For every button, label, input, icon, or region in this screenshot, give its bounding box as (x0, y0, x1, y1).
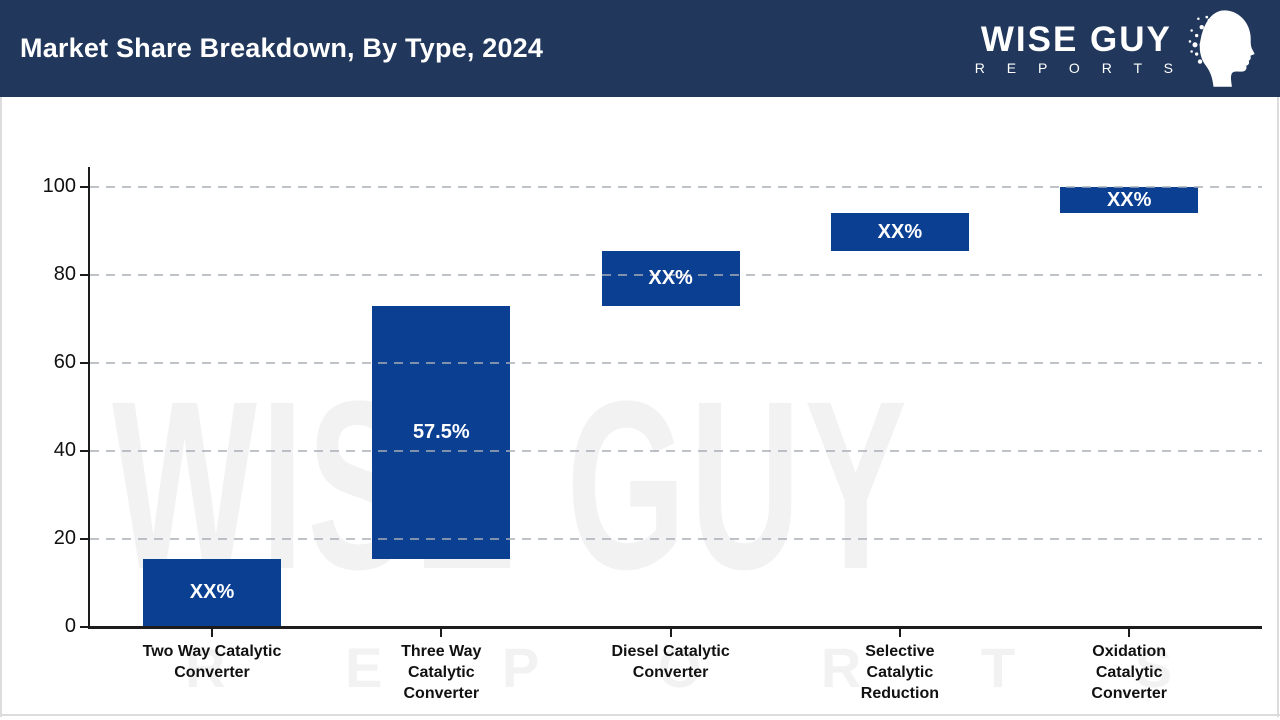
panel-border-bottom (0, 714, 1280, 716)
panel-border-left (0, 97, 2, 717)
bar-segment (1060, 187, 1199, 214)
category-label: Selective Catalytic Reduction (790, 641, 1010, 704)
brand-logo-text: WISE GUY R E P O R T S (971, 19, 1182, 76)
category-label-line: Two Way Catalytic (142, 643, 282, 660)
bar-value-label: XX% (1106, 188, 1152, 211)
x-axis-tick (898, 629, 901, 637)
category-label-line: Converter (403, 685, 480, 702)
x-axis-tick (211, 629, 213, 637)
bar-value-label: XX% (648, 266, 693, 289)
bar-segment (830, 213, 969, 251)
x-axis-tick (440, 629, 443, 637)
category-label-line: Converter (1091, 685, 1167, 702)
header: Market Share Breakdown, By Type, 2024 WI… (0, 0, 1280, 97)
y-axis-line (88, 167, 90, 628)
y-tick-label: 0 (64, 615, 76, 637)
bar-value-label: XX% (877, 220, 923, 243)
category-label-line: Three Way (401, 643, 482, 660)
category-label: Three Way Catalytic Converter (331, 641, 551, 704)
bar-segment (143, 558, 281, 627)
gridline (90, 274, 1262, 276)
category-label: Oxidation Catalytic Converter (1019, 641, 1239, 704)
category-label: Two Way Catalytic Converter (102, 641, 322, 683)
gridline (90, 450, 1262, 452)
brand-face-icon (1188, 9, 1255, 87)
x-axis-tick (669, 629, 672, 637)
category-label-line: Catalytic (1095, 664, 1163, 681)
brand-subtitle: R E P O R T S (974, 59, 1182, 76)
page-title: Market Share Breakdown, By Type, 2024 (20, 33, 544, 63)
category-label-line: Converter (632, 664, 709, 681)
category-label-line: Converter (174, 664, 250, 681)
bar-segment (601, 250, 740, 306)
gridline (90, 362, 1262, 364)
category-label-line: Oxidation (1092, 643, 1167, 660)
category-label-line: Reduction (860, 685, 939, 702)
category-label-line: Catalytic (407, 664, 475, 681)
category-label: Diesel Catalytic Converter (561, 641, 781, 683)
brand-name: WISE GUY (980, 19, 1172, 59)
y-axis-tick (80, 274, 88, 276)
y-axis-tick (80, 626, 88, 628)
y-axis-tick (80, 186, 88, 188)
panel-border-right (1277, 97, 1279, 717)
y-tick-label: 20 (53, 527, 76, 549)
y-tick-label: 60 (53, 351, 76, 373)
gridline (90, 186, 1262, 188)
y-axis-tick (80, 362, 88, 364)
y-tick-label: 40 (53, 439, 76, 461)
x-axis-line (88, 626, 1262, 629)
bar-value-label: 57.5% (412, 420, 470, 443)
gridline (90, 538, 1262, 540)
x-axis-tick (1128, 629, 1131, 637)
y-axis-tick (80, 538, 88, 540)
brand-logo: WISE GUY R E P O R T S (971, 7, 1264, 91)
bar-segment (372, 305, 511, 559)
y-tick-label: 100 (42, 175, 76, 197)
y-tick-label: 80 (53, 263, 76, 285)
category-label-line: Catalytic (866, 664, 934, 681)
bar-value-label: XX% (189, 581, 235, 604)
y-axis-tick (80, 450, 88, 452)
watermark-subtext: R E P O R T S (185, 636, 1225, 699)
category-label-line: Selective (865, 643, 935, 660)
category-label-line: Diesel Catalytic (611, 643, 730, 660)
